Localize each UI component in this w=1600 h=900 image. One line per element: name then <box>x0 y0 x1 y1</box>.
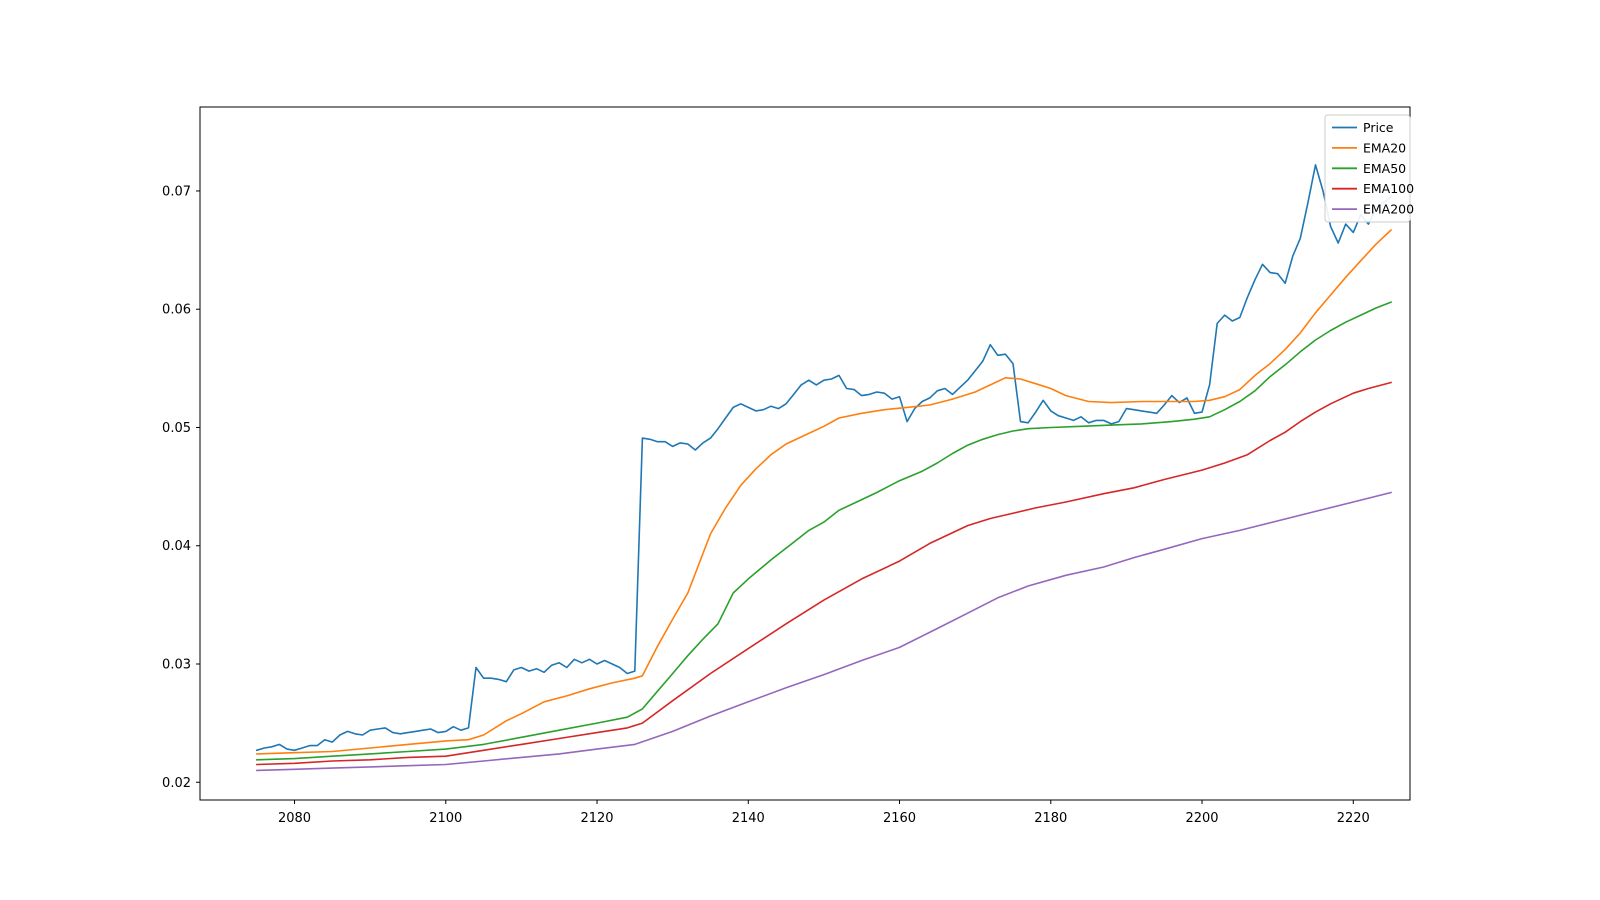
legend-box <box>1324 114 1411 223</box>
series-line-ema100 <box>255 381 1392 766</box>
series-line-ema200 <box>255 491 1392 772</box>
y-tick-label: 0.07 <box>162 184 191 199</box>
y-tick-label: 0.05 <box>162 421 191 436</box>
x-tick-label: 2080 <box>278 811 311 826</box>
y-tick-label: 0.03 <box>162 658 191 673</box>
x-tick-label: 2200 <box>1185 811 1218 826</box>
y-tick-label: 0.04 <box>162 539 191 554</box>
series-line-ema50 <box>255 301 1392 761</box>
legend-label-ema20: EMA20 <box>1363 140 1406 155</box>
legend-label-price: Price <box>1363 120 1394 135</box>
x-tick-label: 2100 <box>429 811 462 826</box>
x-tick-label: 2220 <box>1337 811 1370 826</box>
series-line-ema20 <box>255 229 1392 755</box>
y-tick-label: 0.06 <box>162 303 191 318</box>
x-tick-label: 2160 <box>883 811 916 826</box>
legend-label-ema100: EMA100 <box>1363 181 1414 196</box>
legend-label-ema200: EMA200 <box>1363 202 1414 217</box>
legend-label-ema50: EMA50 <box>1363 161 1406 176</box>
series-line-price <box>255 164 1392 752</box>
y-tick-label: 0.02 <box>162 776 191 791</box>
x-tick-label: 2180 <box>1034 811 1067 826</box>
x-tick-label: 2120 <box>580 811 613 826</box>
axes-frame <box>199 106 1411 801</box>
x-tick-label: 2140 <box>732 811 765 826</box>
